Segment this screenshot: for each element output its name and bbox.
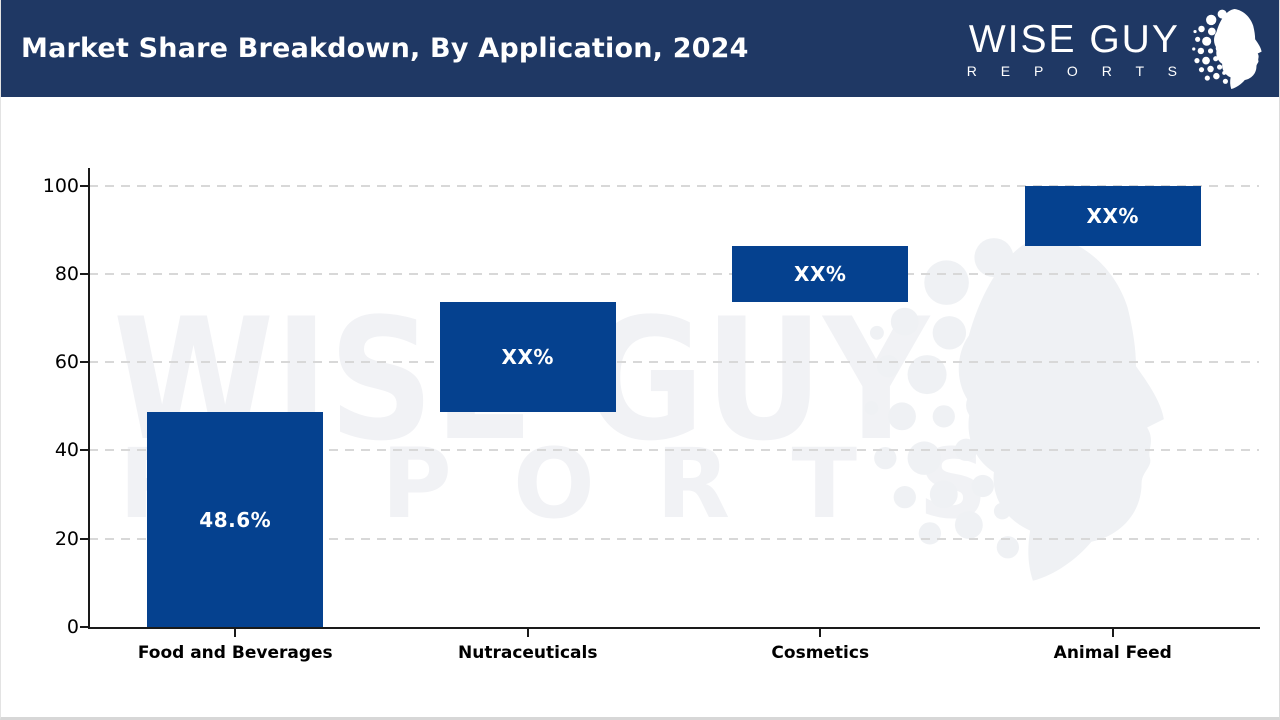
logo-subtitle: R E P O R T S xyxy=(966,62,1187,79)
y-tick-mark-60 xyxy=(80,361,89,364)
gridline-100 xyxy=(89,184,1259,187)
watermark-head-icon xyxy=(864,235,1164,581)
x-category-label-cosmetics: Cosmetics xyxy=(771,643,870,663)
x-category-label-nutraceuticals: Nutraceuticals xyxy=(458,643,598,663)
gridline-80 xyxy=(89,272,1259,275)
y-tick-label-20: 20 xyxy=(54,527,79,550)
y-tick-label-40: 40 xyxy=(54,439,79,462)
y-tick-mark-80 xyxy=(80,272,89,275)
logo-text: WISE GUY R E P O R T S xyxy=(962,20,1187,79)
x-category-label-food-and-beverages: Food and Beverages xyxy=(137,643,333,663)
y-tick-mark-100 xyxy=(80,184,89,187)
y-tick-mark-0 xyxy=(80,626,89,628)
y-tick-label-80: 80 xyxy=(54,262,79,285)
y-axis-line xyxy=(88,168,90,629)
gridline-20 xyxy=(89,537,1259,540)
gridline-60 xyxy=(89,361,1259,364)
gridline-40 xyxy=(89,449,1259,452)
wiseguy-logo: WISE GUY R E P O R T S xyxy=(962,5,1267,93)
x-axis-line xyxy=(88,627,1260,629)
bar-value-label: XX% xyxy=(794,261,847,286)
bar-cosmetics: XX% xyxy=(732,245,909,302)
x-tick-mark-food-and-beverages xyxy=(234,629,237,637)
y-tick-label-0: 0 xyxy=(66,616,79,638)
bar-value-label: XX% xyxy=(501,345,554,370)
y-tick-mark-40 xyxy=(80,449,89,452)
x-tick-mark-nutraceuticals xyxy=(526,629,529,637)
logo-wordmark: WISE GUY xyxy=(968,17,1180,61)
bar-value-label: XX% xyxy=(1086,203,1139,228)
x-category-label-animal-feed: Animal Feed xyxy=(1053,643,1172,663)
x-tick-mark-animal-feed xyxy=(1111,629,1114,637)
header: Market Share Breakdown, By Application, … xyxy=(1,0,1279,97)
bar-value-label: 48.6% xyxy=(199,507,272,532)
bar-nutraceuticals: XX% xyxy=(439,301,616,413)
bar-food-and-beverages: 48.6% xyxy=(147,412,324,627)
page-title: Market Share Breakdown, By Application, … xyxy=(21,33,749,64)
x-tick-mark-cosmetics xyxy=(819,629,822,637)
y-tick-label-60: 60 xyxy=(54,351,79,374)
y-tick-label-100: 100 xyxy=(42,174,79,197)
logo-head-icon xyxy=(1192,8,1262,90)
bar-animal-feed: XX% xyxy=(1024,185,1201,246)
y-tick-mark-20 xyxy=(80,537,89,540)
